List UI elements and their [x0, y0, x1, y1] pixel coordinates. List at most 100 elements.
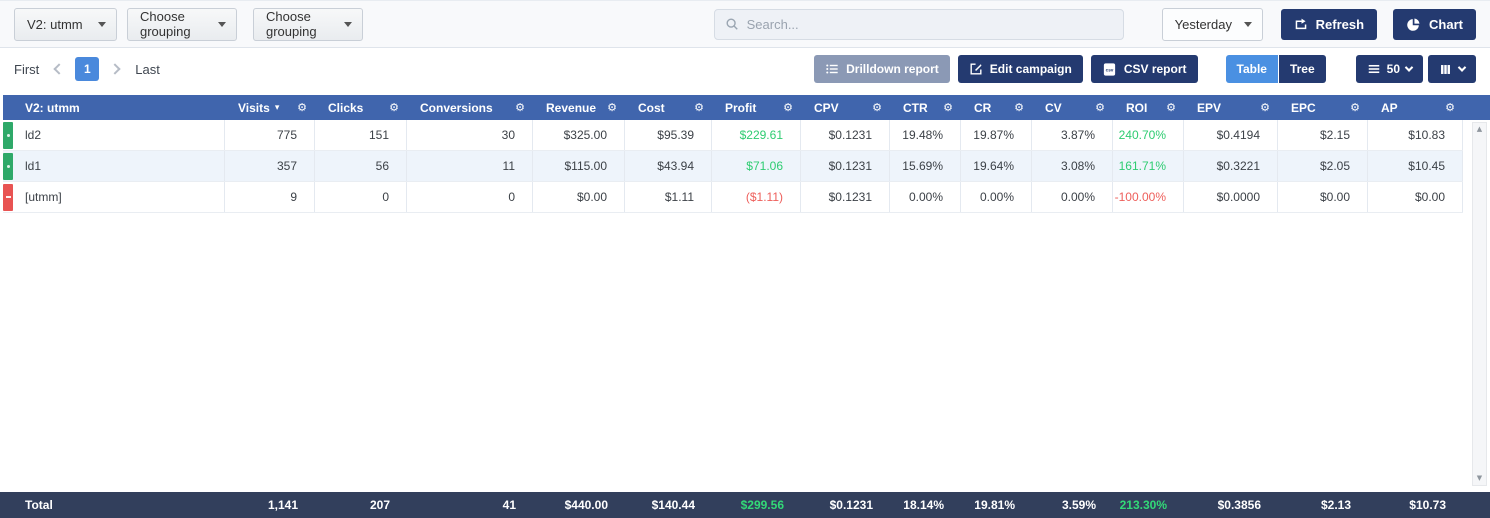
column-header-label: Revenue — [546, 100, 597, 115]
gear-icon[interactable] — [1166, 102, 1176, 114]
total-conversions: 41 — [502, 498, 516, 512]
table-row[interactable]: ld2 775 151 30 $325.00 $95.39 $229.61 $0… — [3, 120, 1463, 151]
roi-cell: -100.00% — [1113, 182, 1184, 212]
total-cr: 19.81% — [974, 498, 1015, 512]
gear-icon[interactable] — [1260, 102, 1270, 114]
scroll-down-icon[interactable]: ▼ — [1476, 474, 1483, 482]
columns-select-button[interactable] — [1428, 55, 1476, 83]
search-input[interactable] — [746, 16, 1113, 32]
vertical-scrollbar[interactable]: ▲ ▼ — [1472, 122, 1487, 486]
cv-cell: 3.08% — [1032, 151, 1113, 181]
table-body: ld2 775 151 30 $325.00 $95.39 $229.61 $0… — [3, 120, 1463, 213]
pagination-last[interactable]: Last — [135, 61, 160, 77]
pagination-first[interactable]: First — [14, 61, 40, 77]
column-header-label: Profit — [725, 100, 757, 115]
pagination-page-1[interactable]: 1 — [75, 57, 100, 81]
profit-cell: $229.61 — [712, 120, 801, 150]
gear-icon[interactable] — [1014, 102, 1024, 114]
gear-icon[interactable] — [607, 102, 617, 114]
clicks-cell: 151 — [315, 120, 407, 150]
column-header-conversions[interactable]: Conversions — [407, 95, 533, 120]
table-row[interactable]: [utmm] 9 0 0 $0.00 $1.11 ($1.11) $0.1231… — [3, 182, 1463, 213]
sort-desc-icon — [275, 102, 280, 113]
gear-icon[interactable] — [297, 102, 307, 114]
column-header-name[interactable]: V2: utmm — [3, 95, 225, 120]
cpv-cell: $0.1231 — [801, 182, 890, 212]
table-view-label: Table — [1236, 62, 1267, 76]
column-header-profit[interactable]: Profit — [712, 95, 801, 120]
table-view-toggle[interactable]: Table — [1225, 55, 1278, 83]
column-header-visits[interactable]: Visits — [225, 95, 315, 120]
chevron-right-icon[interactable] — [109, 63, 121, 75]
row-name: [utmm] — [25, 190, 62, 204]
ap-cell: $0.00 — [1368, 182, 1463, 212]
gear-icon[interactable] — [694, 102, 704, 114]
scroll-up-icon[interactable]: ▲ — [1476, 125, 1483, 133]
column-header-cr[interactable]: CR — [961, 95, 1032, 120]
conversions-cell: 0 — [407, 182, 533, 212]
grouping-select-1[interactable]: Choose grouping — [127, 7, 237, 41]
rows-per-page-select[interactable]: 50 — [1355, 55, 1423, 83]
tree-view-toggle[interactable]: Tree — [1278, 55, 1326, 83]
total-cpv: $0.1231 — [829, 498, 873, 512]
chart-button[interactable]: Chart — [1393, 8, 1476, 40]
ap-cell: $10.45 — [1368, 151, 1463, 181]
cpv-cell: $0.1231 — [801, 120, 890, 150]
roi-cell: 161.71% — [1113, 151, 1184, 181]
edit-campaign-button[interactable]: Edit campaign — [957, 55, 1083, 83]
column-header-roi[interactable]: ROI — [1113, 95, 1184, 120]
chevron-left-icon[interactable] — [53, 63, 65, 75]
drilldown-report-label: Drilldown report — [846, 62, 939, 76]
top-toolbar: V2: utmm Choose grouping Choose grouping… — [0, 0, 1490, 48]
column-header-epv[interactable]: EPV — [1184, 95, 1278, 120]
refresh-icon — [1295, 18, 1306, 30]
column-header-clicks[interactable]: Clicks — [315, 95, 407, 120]
grouping-select-1-value: Choose grouping — [140, 9, 191, 39]
gear-icon[interactable] — [1445, 102, 1455, 114]
column-header-cost[interactable]: Cost — [625, 95, 712, 120]
chevron-down-icon — [98, 21, 106, 27]
chevron-down-icon — [344, 21, 352, 27]
column-header-label: EPC — [1291, 100, 1316, 115]
row-name-cell[interactable]: ld2 — [3, 120, 225, 150]
search-box[interactable] — [713, 8, 1124, 40]
epc-cell: $2.15 — [1278, 120, 1368, 150]
gear-icon[interactable] — [389, 102, 399, 114]
campaign-select[interactable]: V2: utmm — [14, 7, 117, 41]
column-header-ap[interactable]: AP — [1368, 95, 1463, 120]
gear-icon[interactable] — [1350, 102, 1360, 114]
total-ctr: 18.14% — [903, 498, 944, 512]
gear-icon[interactable] — [872, 102, 882, 114]
status-indicator-green — [3, 121, 13, 149]
profit-cell: ($1.11) — [712, 182, 801, 212]
drilldown-report-button[interactable]: Drilldown report — [814, 55, 950, 83]
column-header-revenue[interactable]: Revenue — [533, 95, 625, 120]
grouping-select-2[interactable]: Choose grouping — [253, 7, 363, 41]
total-cv: 3.59% — [1061, 498, 1096, 512]
row-name-cell[interactable]: ld1 — [3, 151, 225, 181]
column-header-epc[interactable]: EPC — [1278, 95, 1368, 120]
sub-toolbar: First 1 Last Drilldown report Edit campa… — [0, 48, 1490, 90]
date-range-select[interactable]: Yesterday — [1161, 7, 1263, 41]
csv-report-button[interactable]: csv CSV report — [1090, 55, 1198, 83]
gear-icon[interactable] — [515, 102, 525, 114]
column-header-cpv[interactable]: CPV — [801, 95, 890, 120]
column-header-cv[interactable]: CV — [1032, 95, 1113, 120]
ctr-cell: 15.69% — [890, 151, 961, 181]
column-header-ctr[interactable]: CTR — [890, 95, 961, 120]
gear-icon[interactable] — [1095, 102, 1105, 114]
total-cost: $140.44 — [651, 498, 695, 512]
visits-cell: 775 — [225, 120, 315, 150]
cv-cell: 0.00% — [1032, 182, 1113, 212]
svg-text:csv: csv — [1105, 67, 1113, 72]
search-icon — [726, 18, 738, 30]
sub-toolbar-actions: Drilldown report Edit campaign csv CSV r… — [814, 55, 1476, 83]
row-name-cell[interactable]: [utmm] — [3, 182, 225, 212]
total-label: Total — [25, 498, 53, 512]
epc-cell: $0.00 — [1278, 182, 1368, 212]
gear-icon[interactable] — [783, 102, 793, 114]
refresh-button[interactable]: Refresh — [1280, 8, 1378, 40]
gear-icon[interactable] — [943, 102, 953, 114]
table-header: V2: utmm Visits Clicks Conversions Reven… — [3, 95, 1490, 120]
table-row[interactable]: ld1 357 56 11 $115.00 $43.94 $71.06 $0.1… — [3, 151, 1463, 182]
